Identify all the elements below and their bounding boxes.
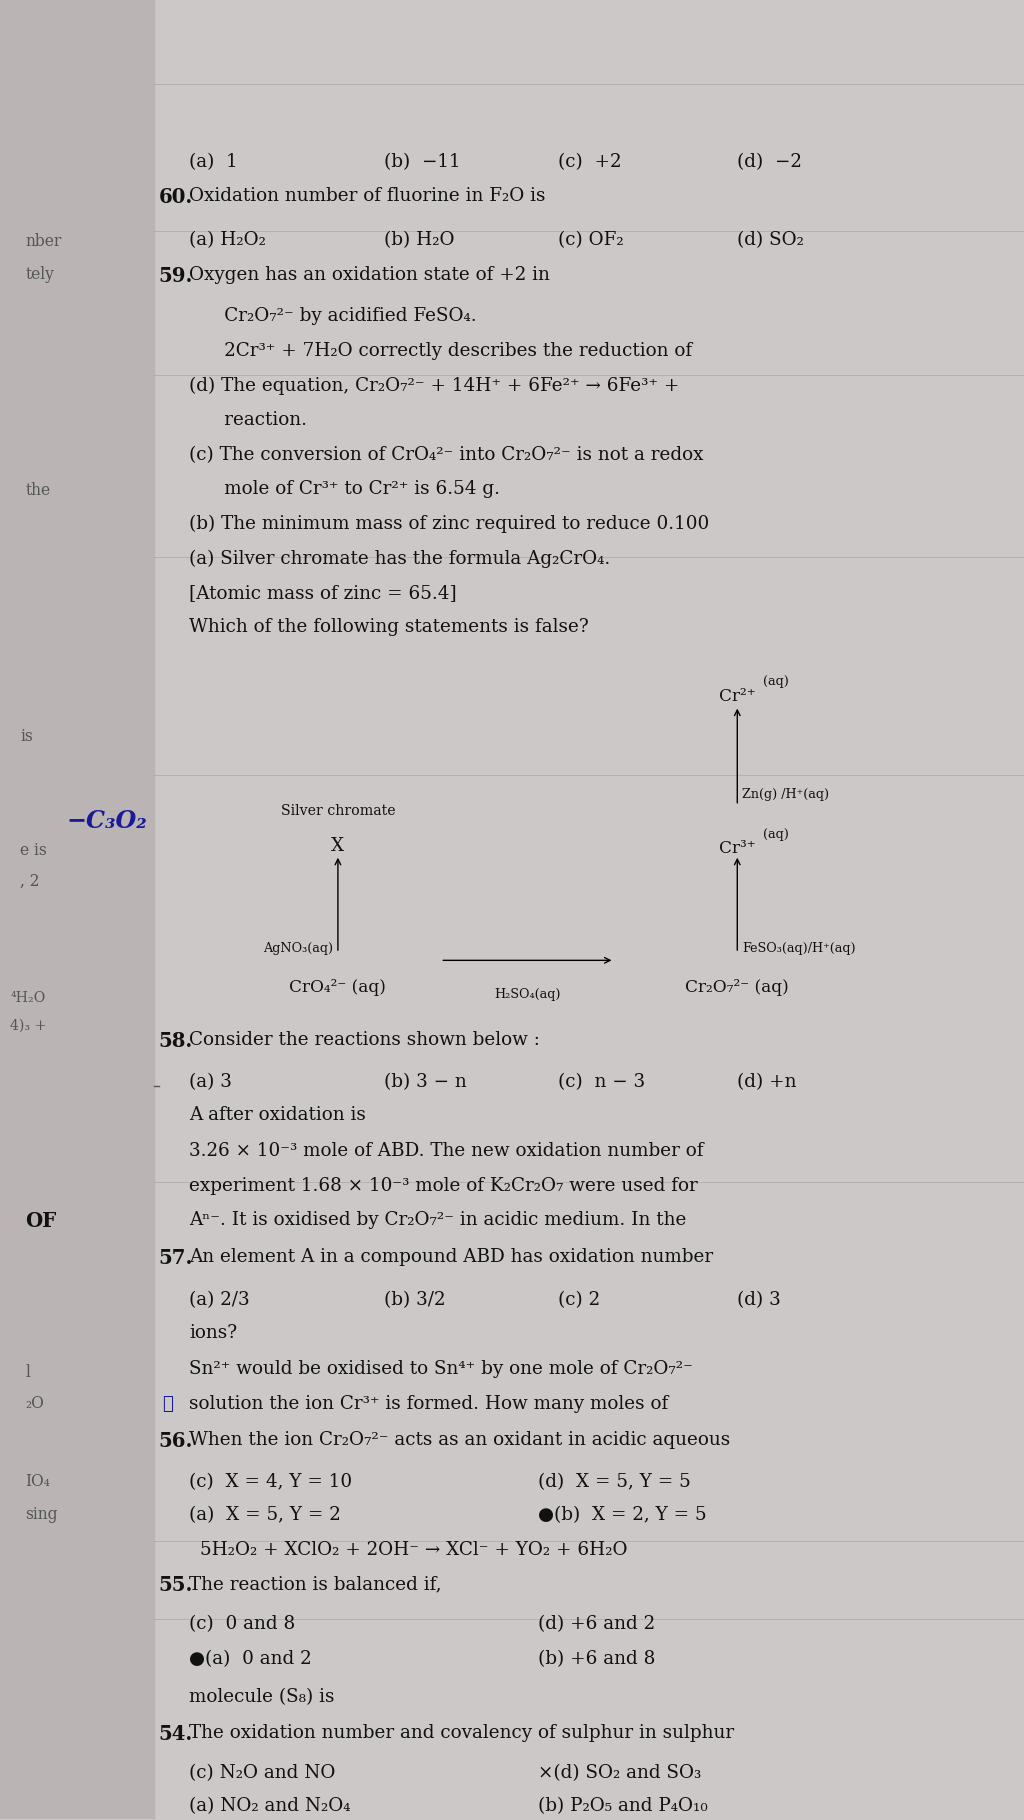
Text: (a) 3: (a) 3 [189, 1074, 232, 1092]
Text: ✓: ✓ [162, 1396, 173, 1412]
Text: [Atomic mass of zinc = 65.4]: [Atomic mass of zinc = 65.4] [189, 584, 457, 602]
Text: Oxygen has an oxidation state of +2 in: Oxygen has an oxidation state of +2 in [189, 266, 550, 284]
Text: 3.26 × 10⁻³ mole of ABD. The new oxidation number of: 3.26 × 10⁻³ mole of ABD. The new oxidati… [189, 1143, 703, 1159]
Text: Cr³⁺: Cr³⁺ [719, 841, 756, 857]
Text: (b) 3/2: (b) 3/2 [384, 1292, 445, 1309]
Text: (aq): (aq) [763, 828, 788, 841]
Text: 5H₂O₂ + XClO₂ + 2OH⁻ → XCl⁻ + YO₂ + 6H₂O: 5H₂O₂ + XClO₂ + 2OH⁻ → XCl⁻ + YO₂ + 6H₂O [200, 1540, 627, 1558]
Text: solution the ion Cr³⁺ is formed. How many moles of: solution the ion Cr³⁺ is formed. How man… [189, 1396, 669, 1412]
Text: An element A in a compound ABD has oxidation number: An element A in a compound ABD has oxida… [189, 1249, 714, 1265]
Text: The reaction is balanced if,: The reaction is balanced if, [189, 1574, 442, 1592]
Text: (d)  X = 5, Y = 5: (d) X = 5, Y = 5 [538, 1472, 690, 1491]
Text: 54.: 54. [159, 1724, 193, 1744]
Text: Consider the reactions shown below :: Consider the reactions shown below : [189, 1032, 541, 1050]
Text: CrO₄²⁻ (aq): CrO₄²⁻ (aq) [290, 979, 386, 996]
Text: (a) H₂O₂: (a) H₂O₂ [189, 231, 266, 249]
Text: molecule (S₈) is: molecule (S₈) is [189, 1687, 335, 1705]
Text: (b)  −11: (b) −11 [384, 153, 461, 171]
Text: tely: tely [26, 266, 54, 282]
Text: nber: nber [26, 233, 61, 249]
Text: (a) NO₂ and N₂O₄: (a) NO₂ and N₂O₄ [189, 1796, 351, 1815]
Text: IO₄: IO₄ [26, 1472, 50, 1491]
Text: 58.: 58. [159, 1032, 193, 1052]
Text: A after oxidation is: A after oxidation is [189, 1107, 367, 1123]
Text: Which of the following statements is false?: Which of the following statements is fal… [189, 619, 589, 637]
Text: e is: e is [20, 843, 47, 859]
Text: (a)  1: (a) 1 [189, 153, 239, 171]
Text: ●(b)  X = 2, Y = 5: ●(b) X = 2, Y = 5 [538, 1505, 707, 1523]
Text: OF: OF [26, 1212, 57, 1232]
Text: Sn²⁺ would be oxidised to Sn⁴⁺ by one mole of Cr₂O₇²⁻: Sn²⁺ would be oxidised to Sn⁴⁺ by one mo… [189, 1361, 693, 1378]
Text: ×(d) SO₂ and SO₃: ×(d) SO₂ and SO₃ [538, 1764, 700, 1782]
Text: (aq): (aq) [763, 675, 788, 688]
Text: , 2: , 2 [20, 874, 40, 890]
Text: the: the [26, 482, 51, 499]
Text: is: is [20, 728, 33, 744]
Text: sing: sing [26, 1505, 58, 1523]
Text: ⁴H₂O: ⁴H₂O [10, 992, 45, 1005]
Text: 56.: 56. [159, 1431, 194, 1451]
Text: Cr²⁺: Cr²⁺ [719, 688, 756, 704]
Text: (c)  X = 4, Y = 10: (c) X = 4, Y = 10 [189, 1472, 352, 1491]
Text: The oxidation number and covalency of sulphur in sulphur: The oxidation number and covalency of su… [189, 1724, 734, 1742]
Text: AgNO₃(aq): AgNO₃(aq) [263, 943, 333, 956]
Text: (a)  X = 5, Y = 2: (a) X = 5, Y = 2 [189, 1505, 341, 1523]
Text: (c)  0 and 8: (c) 0 and 8 [189, 1614, 296, 1633]
Text: Cr₂O₇²⁻ (aq): Cr₂O₇²⁻ (aq) [685, 979, 790, 996]
Text: (b) 3 − n: (b) 3 − n [384, 1074, 467, 1092]
Text: (d) The equation, Cr₂O₇²⁻ + 14H⁺ + 6Fe²⁺ → 6Fe³⁺ +: (d) The equation, Cr₂O₇²⁻ + 14H⁺ + 6Fe²⁺… [189, 377, 680, 395]
Text: l: l [26, 1365, 31, 1381]
Text: experiment 1.68 × 10⁻³ mole of K₂Cr₂O₇ were used for: experiment 1.68 × 10⁻³ mole of K₂Cr₂O₇ w… [189, 1178, 698, 1194]
Text: Silver chromate: Silver chromate [281, 804, 395, 817]
Text: (b) P₂O₅ and P₄O₁₀: (b) P₂O₅ and P₄O₁₀ [538, 1796, 708, 1815]
Text: 57.: 57. [159, 1249, 194, 1269]
Text: (c) N₂O and NO: (c) N₂O and NO [189, 1764, 336, 1782]
Text: Oxidation number of fluorine in F₂O is: Oxidation number of fluorine in F₂O is [189, 187, 546, 206]
Text: (b) +6 and 8: (b) +6 and 8 [538, 1649, 655, 1667]
Text: When the ion Cr₂O₇²⁻ acts as an oxidant in acidic aqueous: When the ion Cr₂O₇²⁻ acts as an oxidant … [189, 1431, 731, 1449]
Text: ions?: ions? [189, 1325, 238, 1341]
Text: (c)  n − 3: (c) n − 3 [558, 1074, 645, 1092]
Text: Cr₂O₇²⁻ by acidified FeSO₄.: Cr₂O₇²⁻ by acidified FeSO₄. [189, 308, 477, 326]
Text: Aⁿ⁻. It is oxidised by Cr₂O₇²⁻ in acidic medium. In the: Aⁿ⁻. It is oxidised by Cr₂O₇²⁻ in acidic… [189, 1212, 687, 1229]
Text: (b) H₂O: (b) H₂O [384, 231, 455, 249]
Text: (a) Silver chromate has the formula Ag₂CrO₄.: (a) Silver chromate has the formula Ag₂C… [189, 550, 610, 568]
Text: FeSO₃(aq)/H⁺(aq): FeSO₃(aq)/H⁺(aq) [742, 943, 856, 956]
Text: 2Cr³⁺ + 7H₂O correctly describes the reduction of: 2Cr³⁺ + 7H₂O correctly describes the red… [189, 342, 692, 360]
Text: ●(a)  0 and 2: ●(a) 0 and 2 [189, 1649, 312, 1667]
Text: (c) 2: (c) 2 [558, 1292, 600, 1309]
Text: reaction.: reaction. [189, 411, 307, 430]
Text: ₂O: ₂O [26, 1396, 44, 1412]
Text: mole of Cr³⁺ to Cr²⁺ is 6.54 g.: mole of Cr³⁺ to Cr²⁺ is 6.54 g. [189, 480, 501, 499]
Text: 55.: 55. [159, 1574, 194, 1594]
Text: (d)  −2: (d) −2 [737, 153, 802, 171]
Text: (d) +n: (d) +n [737, 1074, 797, 1092]
Text: (c) The conversion of CrO₄²⁻ into Cr₂O₇²⁻ is not a redox: (c) The conversion of CrO₄²⁻ into Cr₂O₇²… [189, 446, 703, 464]
Text: X: X [332, 837, 344, 855]
Text: 4)₃ +: 4)₃ + [10, 1019, 47, 1032]
Text: 60.: 60. [159, 187, 193, 207]
Text: H₂SO₄(aq): H₂SO₄(aq) [495, 988, 560, 1001]
Text: (d) +6 and 2: (d) +6 and 2 [538, 1614, 654, 1633]
Text: (a) 2/3: (a) 2/3 [189, 1292, 250, 1309]
Text: −C₃O₂: −C₃O₂ [67, 810, 147, 834]
Text: (b) The minimum mass of zinc required to reduce 0.100: (b) The minimum mass of zinc required to… [189, 515, 710, 533]
Text: (d) 3: (d) 3 [737, 1292, 781, 1309]
Text: (d) SO₂: (d) SO₂ [737, 231, 804, 249]
Text: Zn(g) /H⁺(aq): Zn(g) /H⁺(aq) [742, 788, 829, 801]
Bar [0, 0, 154, 1818]
Text: (c)  +2: (c) +2 [558, 153, 622, 171]
Text: 59.: 59. [159, 266, 194, 286]
Text: (c) OF₂: (c) OF₂ [558, 231, 624, 249]
